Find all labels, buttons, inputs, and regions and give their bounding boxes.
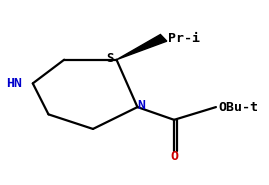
Text: OBu-t: OBu-t xyxy=(219,101,259,114)
Text: HN: HN xyxy=(6,77,22,90)
Text: O: O xyxy=(170,150,178,163)
Text: S: S xyxy=(106,52,114,65)
Text: N: N xyxy=(137,99,145,112)
Polygon shape xyxy=(116,34,167,60)
Text: Pr-i: Pr-i xyxy=(168,32,200,45)
